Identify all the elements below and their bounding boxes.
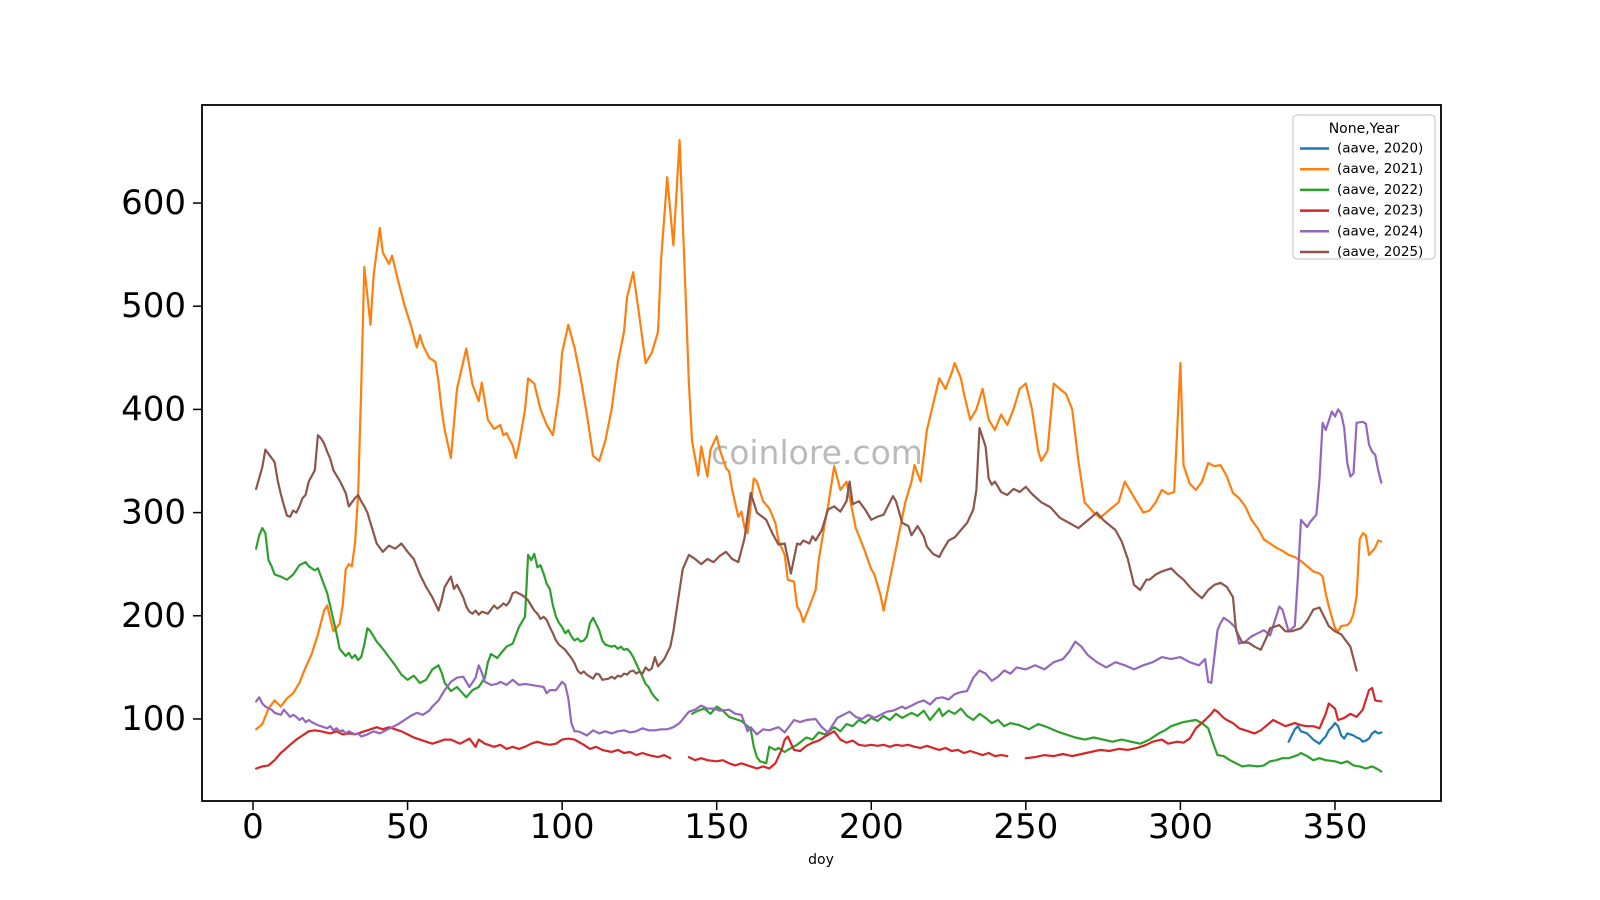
x-axis-label: doy	[808, 852, 834, 868]
legend-entry-label: (aave, 2023)	[1337, 203, 1423, 219]
legend-entry-label: (aave, 2020)	[1337, 141, 1423, 157]
x-tick-label: 50	[386, 807, 429, 847]
legend-entry-label: (aave, 2024)	[1337, 223, 1423, 239]
axis-layer: 0 50 100 150 200 250 300 350 100 200 300 400 500 600	[121, 104, 1442, 847]
series-line-aave-2023	[1024, 686, 1383, 760]
x-tick-label: 200	[839, 807, 904, 847]
x-tick-label: 100	[530, 807, 595, 847]
series-line-aave-2022	[690, 705, 1383, 773]
legend-box	[1292, 114, 1436, 260]
legend-entry-label: (aave, 2025)	[1337, 244, 1423, 260]
x-tick-label: 0	[242, 807, 264, 847]
y-tick-label: 200	[121, 596, 186, 636]
y-tick-label: 300	[121, 493, 186, 533]
x-tick-label: 300	[1148, 807, 1213, 847]
series-line-aave-2021	[255, 139, 1383, 731]
y-tick-label: 100	[121, 699, 186, 739]
y-tick-label: 400	[121, 389, 186, 429]
y-tick-label: 600	[121, 183, 186, 223]
x-tick-label: 250	[993, 807, 1058, 847]
plot-border	[201, 104, 1442, 802]
legend: None,Year (aave, 2020)(aave, 2021)(aave,…	[1292, 114, 1436, 260]
series-line-aave-2023	[255, 726, 672, 770]
series-line-aave-2020	[1287, 721, 1383, 745]
legend-entry-label: (aave, 2022)	[1337, 182, 1423, 198]
x-tick-label: 150	[684, 807, 749, 847]
y-tick-label: 500	[121, 286, 186, 326]
series-layer	[255, 139, 1383, 773]
legend-entries: (aave, 2020) (aave, 2021) (aave, 2022) (aav…	[1300, 141, 1423, 260]
watermark: coinlore.com	[711, 433, 923, 472]
series-line-aave-2025	[255, 426, 1358, 681]
legend-title: None,Year	[1329, 121, 1400, 137]
x-tick-label: 350	[1303, 807, 1368, 847]
series-line-aave-2022	[255, 526, 660, 702]
legend-entry-label: (aave, 2021)	[1337, 161, 1423, 177]
series-line-aave-2023	[687, 730, 1009, 770]
